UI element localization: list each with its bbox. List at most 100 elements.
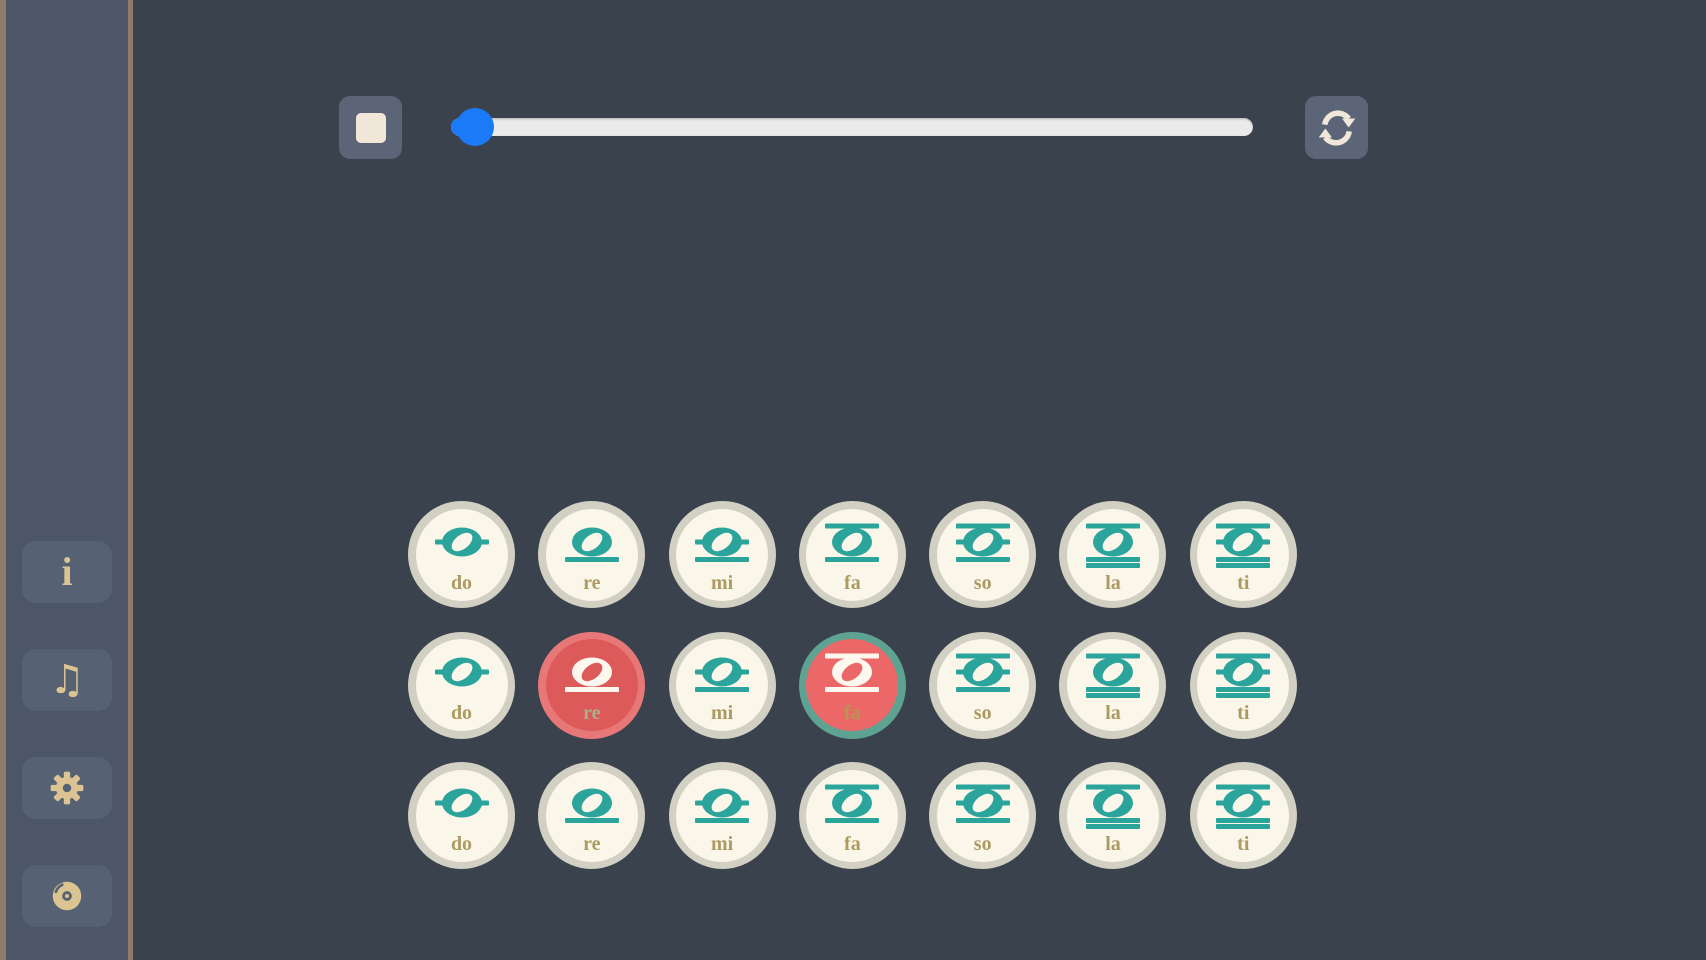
note-button-do[interactable]: do xyxy=(408,762,515,869)
note-label: ti xyxy=(1237,702,1250,724)
note-button-face: so xyxy=(936,508,1029,601)
note-button-ti[interactable]: ti xyxy=(1189,501,1297,608)
note-label: mi xyxy=(710,702,734,724)
whole-note-staff-icon xyxy=(434,657,489,687)
note-label: ti xyxy=(1237,571,1250,594)
note-button-fa[interactable]: fa xyxy=(798,501,906,608)
note-button-la[interactable]: la xyxy=(1059,631,1167,739)
stop-square-icon xyxy=(355,112,386,143)
note-button-ti[interactable]: ti xyxy=(1189,631,1297,739)
note-button-face: so xyxy=(936,769,1029,862)
note-label: mi xyxy=(710,832,734,855)
note-button-face: do xyxy=(415,639,508,731)
note-label: la xyxy=(1105,702,1121,724)
note-button-face: la xyxy=(1066,639,1159,731)
note-button-face: ti xyxy=(1197,639,1290,731)
slider-track[interactable] xyxy=(451,118,1253,136)
note-label: so xyxy=(973,571,992,594)
note-button-face: so xyxy=(936,639,1029,731)
note-button-face: ti xyxy=(1197,769,1290,862)
note-label: so xyxy=(973,832,992,855)
note-label: re xyxy=(583,832,601,855)
note-button-do[interactable]: do xyxy=(408,631,515,739)
note-button-so[interactable]: so xyxy=(929,762,1037,869)
note-label: fa xyxy=(844,571,861,594)
note-button-la[interactable]: la xyxy=(1059,762,1167,869)
note-button-face: re xyxy=(545,508,638,601)
note-button-face: do xyxy=(415,508,508,601)
note-button-face: fa xyxy=(806,508,899,601)
note-label: do xyxy=(450,702,473,724)
note-button-so[interactable]: so xyxy=(929,501,1037,608)
whole-note-staff-icon xyxy=(1085,784,1140,829)
whole-note-staff-icon xyxy=(695,788,750,823)
slider-thumb[interactable] xyxy=(456,108,495,146)
note-button-fa[interactable]: fa xyxy=(798,762,906,869)
note-button-face: fa xyxy=(806,639,899,731)
note-button-fa[interactable]: fa xyxy=(798,631,906,739)
refresh-button[interactable] xyxy=(1305,96,1368,159)
whole-note-staff-icon xyxy=(564,788,619,823)
note-button-face: ti xyxy=(1197,508,1290,601)
note-label: la xyxy=(1105,571,1121,594)
note-button-face: fa xyxy=(806,769,899,862)
note-button-face: mi xyxy=(676,508,769,601)
note-button-face: re xyxy=(545,639,638,731)
gear-icon xyxy=(50,771,84,805)
note-label: fa xyxy=(844,702,861,724)
note-button-face: la xyxy=(1066,508,1159,601)
note-label: re xyxy=(583,571,601,594)
whole-note-staff-icon xyxy=(955,653,1010,692)
note-label: so xyxy=(973,702,992,724)
info-icon: i xyxy=(61,549,73,594)
note-button-mi[interactable]: mi xyxy=(668,501,776,608)
note-button-face: mi xyxy=(676,639,769,731)
whole-note-staff-icon xyxy=(434,527,489,556)
whole-note-staff-icon xyxy=(955,784,1010,823)
whole-note-staff-icon xyxy=(825,653,880,692)
whole-note-staff-icon xyxy=(564,657,619,692)
whole-note-staff-icon xyxy=(825,784,880,823)
whole-note-staff-icon xyxy=(955,523,1010,562)
note-label: fa xyxy=(844,832,861,855)
note-button-mi[interactable]: mi xyxy=(668,762,776,869)
note-button-mi[interactable]: mi xyxy=(668,631,776,739)
whole-note-staff-icon xyxy=(825,523,880,562)
whole-note-staff-icon xyxy=(695,657,750,692)
whole-note-staff-icon xyxy=(1216,523,1271,568)
note-button-face: la xyxy=(1066,769,1159,862)
note-button-face: do xyxy=(415,769,508,862)
note-label: ti xyxy=(1237,832,1250,855)
note-label: la xyxy=(1105,832,1121,855)
note-button-re[interactable]: re xyxy=(538,631,646,739)
note-label: do xyxy=(450,832,473,855)
whole-note-staff-icon xyxy=(1216,653,1271,698)
note-button-face: re xyxy=(545,769,638,862)
music-note-icon: ♫ xyxy=(49,657,85,703)
sidebar-item-settings[interactable] xyxy=(22,757,112,819)
sidebar-item-sound[interactable] xyxy=(22,865,112,927)
note-label: do xyxy=(450,571,473,594)
sidebar-item-music[interactable]: ♫ xyxy=(22,649,112,711)
disc-icon xyxy=(52,881,82,911)
stop-button[interactable] xyxy=(339,96,402,159)
note-button-face: mi xyxy=(676,769,769,862)
note-button-do[interactable]: do xyxy=(408,501,515,608)
note-button-so[interactable]: so xyxy=(929,631,1037,739)
note-button-re[interactable]: re xyxy=(538,762,646,869)
progress-slider[interactable] xyxy=(451,108,1253,146)
whole-note-staff-icon xyxy=(434,788,489,817)
note-board: do re mi fa so la ti do re mi fa so la ti do re mi fa so la… xyxy=(408,501,1297,869)
refresh-arrows-icon xyxy=(1318,109,1355,146)
whole-note-staff-icon xyxy=(1085,653,1140,698)
whole-note-staff-icon xyxy=(1216,784,1271,829)
note-label: re xyxy=(583,702,601,724)
whole-note-staff-icon xyxy=(695,527,750,562)
sidebar: i ♫ xyxy=(0,0,133,960)
note-label: mi xyxy=(710,571,734,594)
note-button-ti[interactable]: ti xyxy=(1189,762,1297,869)
note-button-re[interactable]: re xyxy=(538,501,646,608)
sidebar-item-info[interactable]: i xyxy=(22,541,112,603)
whole-note-staff-icon xyxy=(1085,523,1140,568)
note-button-la[interactable]: la xyxy=(1059,501,1167,608)
